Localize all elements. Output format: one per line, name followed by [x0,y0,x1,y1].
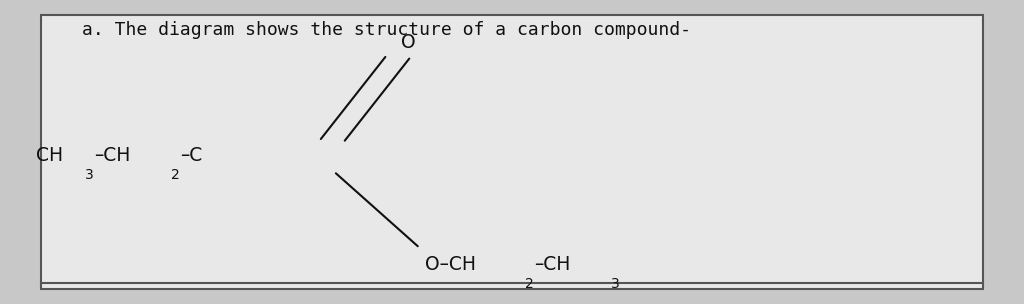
Text: a. The diagram shows the structure of a carbon compound-: a. The diagram shows the structure of a … [82,21,691,39]
Text: –CH: –CH [94,146,131,164]
Text: CH: CH [36,146,62,164]
Text: 3: 3 [611,277,621,291]
Text: –CH: –CH [535,255,571,274]
Text: O–CH: O–CH [425,255,476,274]
Text: 2: 2 [171,168,180,182]
Text: –C: –C [180,146,203,164]
Text: O: O [401,33,416,52]
FancyBboxPatch shape [41,15,983,289]
Text: 3: 3 [85,168,94,182]
Text: 2: 2 [525,277,535,291]
